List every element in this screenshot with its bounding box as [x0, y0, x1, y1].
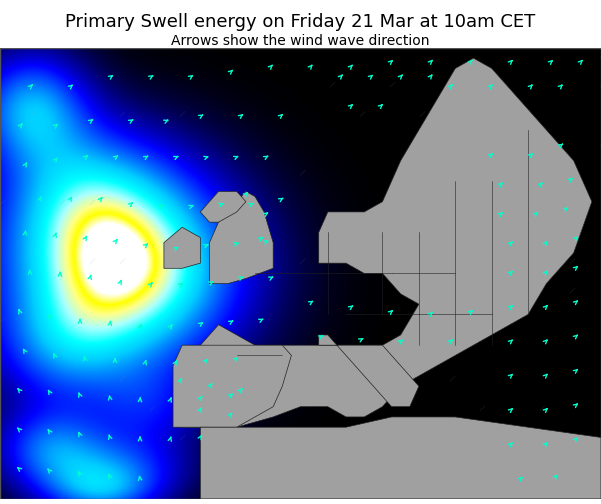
- Polygon shape: [173, 345, 291, 427]
- Polygon shape: [319, 335, 419, 407]
- Text: Arrows show the wind wave direction: Arrows show the wind wave direction: [171, 34, 430, 48]
- Polygon shape: [209, 192, 273, 284]
- Polygon shape: [164, 227, 200, 268]
- Polygon shape: [182, 58, 592, 427]
- Polygon shape: [200, 192, 246, 222]
- Polygon shape: [200, 417, 601, 499]
- Text: Primary Swell energy on Friday 21 Mar at 10am CET: Primary Swell energy on Friday 21 Mar at…: [66, 13, 535, 31]
